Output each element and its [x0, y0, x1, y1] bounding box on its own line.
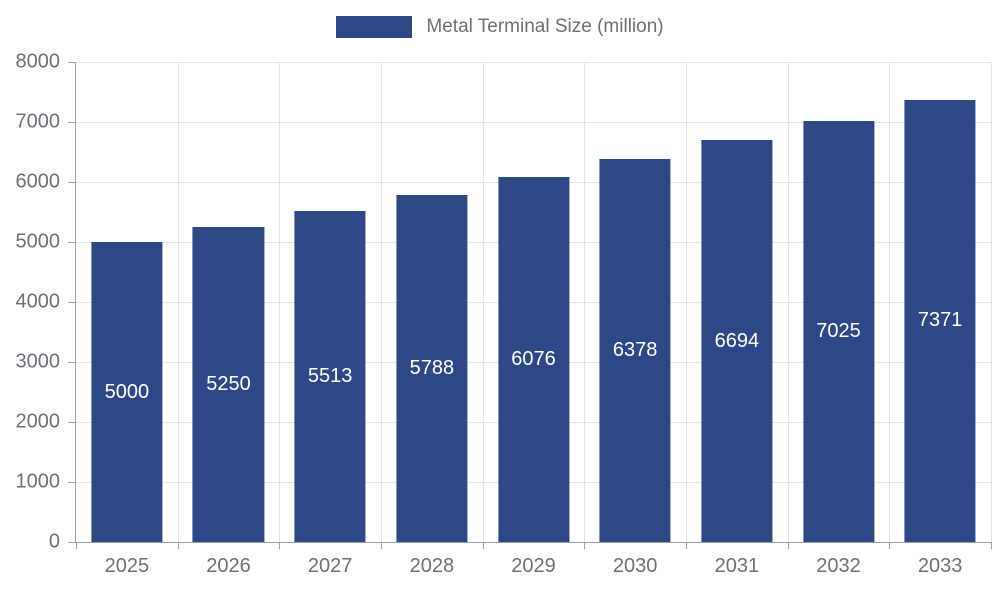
- y-tick-mark: [68, 362, 76, 363]
- bar: 6076: [497, 177, 570, 542]
- v-gridline: [787, 62, 789, 542]
- y-tick-mark: [68, 302, 76, 303]
- y-tick-label: 0: [48, 530, 60, 553]
- y-tick-mark: [68, 422, 76, 423]
- y-tick-label: 4000: [15, 290, 61, 313]
- x-tick-mark: [380, 542, 382, 549]
- y-tick-label: 7000: [15, 110, 61, 133]
- bar-value-label: 5788: [409, 356, 455, 379]
- x-tick-mark: [584, 542, 586, 549]
- legend-swatch: [336, 16, 413, 38]
- x-tick-mark: [76, 542, 77, 549]
- v-gridline: [584, 62, 586, 542]
- bar-value-label: 7371: [917, 309, 963, 332]
- y-tick-mark: [68, 62, 76, 63]
- y-tick-mark: [68, 482, 76, 483]
- bar-value-label: 6378: [612, 339, 658, 362]
- bar: 5513: [294, 211, 366, 542]
- v-gridline: [380, 62, 382, 542]
- legend[interactable]: Metal Terminal Size (million): [0, 16, 1000, 38]
- h-gridline: [76, 62, 991, 63]
- y-tick-label: 1000: [15, 470, 61, 493]
- bar-value-label: 6694: [714, 329, 760, 352]
- x-tick-label: 2028: [409, 555, 455, 577]
- y-tick-mark: [68, 542, 76, 543]
- y-tick-label: 6000: [15, 170, 61, 193]
- x-tick-mark: [279, 542, 281, 549]
- y-tick-label: 5000: [15, 230, 61, 253]
- bar-value-label: 7025: [816, 319, 861, 342]
- bar-value-label: 5513: [307, 365, 353, 388]
- v-gridline: [177, 62, 179, 542]
- x-tick-mark: [991, 542, 992, 549]
- bar: 5000: [91, 242, 163, 542]
- bar: 6694: [701, 140, 773, 542]
- x-tick-mark: [685, 542, 687, 549]
- bar-value-label: 5000: [104, 380, 150, 403]
- v-gridline: [685, 62, 687, 542]
- bar-value-label: 6076: [511, 348, 556, 371]
- y-tick-label: 3000: [15, 350, 61, 373]
- x-tick-mark: [889, 542, 891, 549]
- y-tick-mark: [68, 182, 76, 183]
- y-tick-label: 2000: [15, 410, 61, 433]
- legend-label: Metal Terminal Size (million): [426, 16, 664, 37]
- x-tick-mark: [177, 542, 179, 549]
- y-tick-label: 8000: [15, 50, 61, 73]
- x-tick-label: 2026: [206, 555, 251, 577]
- h-gridline: [76, 122, 991, 123]
- v-gridline: [889, 62, 891, 542]
- bar: 5250: [192, 227, 265, 542]
- x-tick-label: 2029: [511, 555, 556, 577]
- x-tick-mark: [787, 542, 789, 549]
- bar: 7371: [904, 99, 976, 542]
- bar: 5788: [396, 194, 468, 542]
- v-gridline: [482, 62, 484, 542]
- y-tick-mark: [68, 122, 76, 123]
- bar: 6378: [599, 159, 671, 542]
- x-tick-label: 2027: [307, 555, 353, 577]
- bar-value-label: 5250: [206, 373, 251, 395]
- v-gridline: [279, 62, 281, 542]
- x-tick-mark: [482, 542, 484, 549]
- bar: 7025: [802, 120, 875, 542]
- x-tick-label: 2033: [917, 555, 963, 577]
- x-tick-label: 2030: [612, 555, 658, 577]
- v-gridline: [991, 62, 992, 542]
- x-tick-label: 2031: [714, 555, 760, 577]
- x-tick-label: 2025: [104, 555, 150, 577]
- y-tick-mark: [68, 242, 76, 243]
- plot-area: 0 1000 2000 3000 4000 5000 6000 7000 8000 5000 202…: [16, 51, 992, 577]
- x-tick-label: 2032: [816, 555, 861, 577]
